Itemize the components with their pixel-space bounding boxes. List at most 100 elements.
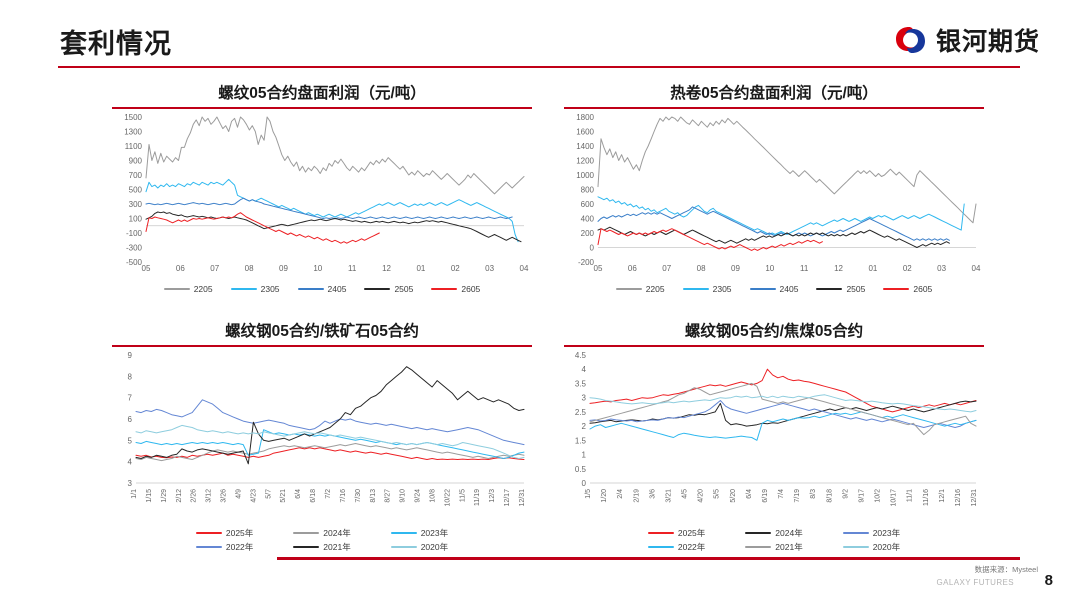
- legend-item: 2021年: [745, 541, 803, 553]
- svg-text:5: 5: [128, 436, 133, 445]
- legend-swatch: [431, 287, 458, 291]
- svg-text:4/9: 4/9: [235, 489, 242, 499]
- legend-item: 2305: [682, 284, 732, 294]
- svg-text:12/17: 12/17: [504, 489, 511, 507]
- svg-text:12/16: 12/16: [955, 489, 962, 507]
- legend-label: 2305: [712, 284, 732, 294]
- legend-item: 2205: [163, 284, 213, 294]
- chart-legend: 2205 2305 2405 2505 2605: [112, 284, 532, 294]
- svg-text:-300: -300: [126, 244, 143, 253]
- svg-text:4.5: 4.5: [575, 351, 587, 360]
- svg-text:04: 04: [972, 264, 981, 273]
- svg-text:08: 08: [697, 264, 706, 273]
- svg-text:3/6: 3/6: [649, 489, 656, 499]
- legend-label: 2022年: [677, 542, 706, 552]
- svg-text:12/3: 12/3: [489, 489, 496, 503]
- svg-text:8/13: 8/13: [370, 489, 377, 503]
- svg-text:1/29: 1/29: [161, 489, 168, 503]
- svg-text:-100: -100: [126, 229, 143, 238]
- brand-name: 银河期货: [935, 28, 1040, 56]
- legend-item: 2605: [431, 284, 480, 294]
- svg-text:4: 4: [128, 458, 133, 467]
- legend-swatch: [163, 287, 190, 291]
- chart-panel-rebar-profit: 螺纹05合约盘面利润（元/吨） 1500 1300 1100 900 700 500 300…: [112, 84, 532, 294]
- svg-text:4/20: 4/20: [698, 489, 705, 503]
- svg-text:9/24: 9/24: [415, 489, 422, 503]
- svg-text:7/4: 7/4: [778, 489, 785, 499]
- legend-swatch: [745, 545, 772, 549]
- chart-title: 螺纹钢05合约/铁矿石05合约: [225, 323, 419, 340]
- chart-legend: 2025年 2024年 2023年 2022年 2021年 2020年: [112, 527, 532, 553]
- svg-text:7/30: 7/30: [355, 489, 362, 503]
- svg-text:4/5: 4/5: [682, 489, 689, 499]
- legend-swatch: [842, 531, 869, 535]
- company-latin-name: GALAXY FUTURES: [936, 578, 1014, 587]
- svg-text:600: 600: [581, 200, 595, 209]
- legend-label: 2505: [394, 284, 414, 294]
- header-divider: [58, 66, 1020, 68]
- svg-text:05: 05: [142, 264, 151, 273]
- svg-text:8/27: 8/27: [385, 489, 392, 503]
- legend-swatch: [297, 287, 324, 291]
- legend-swatch: [682, 287, 709, 291]
- svg-text:1800: 1800: [576, 113, 594, 122]
- svg-text:09: 09: [731, 264, 740, 273]
- legend-swatch: [745, 531, 772, 535]
- svg-text:9: 9: [128, 351, 133, 360]
- svg-text:9/10: 9/10: [400, 489, 407, 503]
- svg-text:01: 01: [416, 264, 425, 273]
- svg-text:7: 7: [128, 394, 133, 403]
- legend-label: 2205: [645, 284, 665, 294]
- legend-swatch: [883, 287, 910, 291]
- svg-text:12/31: 12/31: [971, 489, 978, 507]
- svg-text:4/23: 4/23: [250, 489, 257, 503]
- svg-text:9/17: 9/17: [858, 489, 865, 503]
- legend-item: 2024年: [293, 527, 351, 539]
- svg-text:1.5: 1.5: [575, 436, 587, 445]
- footer-divider: [277, 557, 1020, 560]
- legend-item: 2505: [816, 284, 865, 294]
- legend-swatch: [293, 531, 320, 535]
- legend-item: 2020年: [390, 541, 448, 553]
- legend-item: 2025年: [647, 527, 705, 539]
- svg-text:2/26: 2/26: [191, 489, 198, 503]
- legend-label: 2405: [779, 284, 799, 294]
- svg-text:07: 07: [662, 264, 671, 273]
- legend-swatch: [195, 545, 222, 549]
- legend-label: 2021年: [323, 542, 351, 552]
- legend-item: 2305: [230, 284, 280, 294]
- legend-item: 2021年: [293, 541, 351, 553]
- svg-text:08: 08: [245, 264, 254, 273]
- legend-label: 2024年: [323, 528, 351, 538]
- chart-panel-rebar-cokingcoal: 螺纹钢05合约/焦煤05合约 4.5 4 3.5 3 2.5 2 1.5 1 0.5 0 1/5 1/…: [564, 322, 984, 553]
- svg-text:3/21: 3/21: [665, 489, 672, 503]
- svg-text:7/19: 7/19: [794, 489, 801, 503]
- svg-text:2/12: 2/12: [176, 489, 183, 503]
- title-underline: [112, 107, 532, 109]
- svg-text:3/12: 3/12: [206, 489, 213, 503]
- svg-text:3.5: 3.5: [575, 379, 587, 388]
- svg-text:-500: -500: [126, 258, 143, 267]
- svg-text:2: 2: [582, 422, 587, 431]
- page-title: 套利情况: [60, 29, 172, 59]
- legend-item: 2605: [883, 284, 932, 294]
- slide-header: 套利情况 银河期货: [0, 0, 1080, 70]
- legend-label: 2405: [327, 284, 347, 294]
- svg-text:6/18: 6/18: [310, 489, 317, 503]
- svg-text:1600: 1600: [576, 128, 594, 137]
- svg-text:9/2: 9/2: [842, 489, 849, 499]
- svg-text:500: 500: [129, 186, 143, 195]
- title-underline: [112, 345, 532, 347]
- svg-text:11: 11: [800, 264, 809, 273]
- svg-text:1200: 1200: [576, 157, 594, 166]
- legend-swatch: [749, 287, 776, 291]
- svg-text:03: 03: [937, 264, 946, 273]
- svg-text:1400: 1400: [576, 142, 594, 151]
- legend-swatch: [816, 287, 843, 291]
- legend-swatch: [615, 287, 642, 291]
- svg-text:1100: 1100: [125, 142, 143, 151]
- svg-text:12/31: 12/31: [519, 489, 526, 507]
- svg-text:-200: -200: [578, 258, 595, 267]
- legend-item: 2205: [615, 284, 665, 294]
